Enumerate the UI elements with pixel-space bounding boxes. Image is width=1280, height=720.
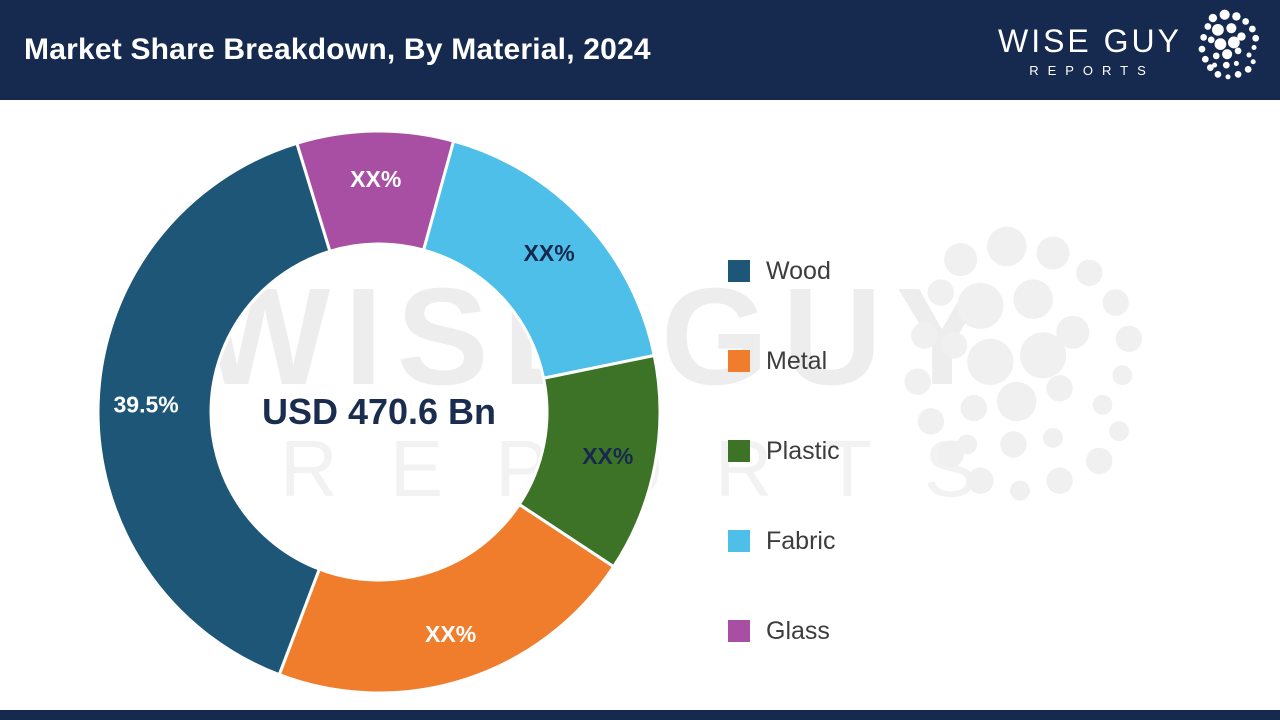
legend-swatch-metal	[728, 350, 750, 372]
wiseguy-logo: WISE GUY REPORTS	[998, 0, 1270, 100]
legend-item-plastic: Plastic	[728, 436, 840, 465]
legend-swatch-fabric	[728, 530, 750, 552]
donut-segment-wood	[96, 141, 332, 677]
legend-label-metal: Metal	[766, 346, 828, 375]
footer-bar	[0, 710, 1280, 720]
segment-value-label-fabric: XX%	[524, 240, 575, 266]
legend-label-plastic: Plastic	[766, 436, 840, 465]
wiseguy-head-icon	[1186, 8, 1270, 92]
legend-item-fabric: Fabric	[728, 526, 840, 555]
donut-chart: XX% XX% XX% XX% 39.5%	[96, 129, 662, 695]
chart-center-value: USD 470.6 Bn	[261, 391, 497, 432]
chart-legend: Wood Metal Plastic Fabric Glass	[728, 256, 840, 709]
legend-label-wood: Wood	[766, 256, 831, 285]
segment-value-label-plastic: XX%	[582, 443, 633, 469]
segment-value-label-wood: 39.5%	[114, 391, 179, 417]
logo-text: WISE GUY REPORTS	[998, 23, 1182, 78]
logo-brand-sub: REPORTS	[1029, 62, 1155, 78]
donut-segment-metal	[277, 502, 616, 695]
watermark-head-icon	[855, 180, 1185, 590]
segment-value-label-metal: XX%	[425, 621, 476, 647]
legend-swatch-wood	[728, 260, 750, 282]
legend-item-wood: Wood	[728, 256, 840, 285]
legend-label-fabric: Fabric	[766, 526, 836, 555]
header: Market Share Breakdown, By Material, 202…	[0, 0, 1280, 100]
legend-swatch-plastic	[728, 440, 750, 462]
legend-swatch-glass	[728, 620, 750, 642]
legend-label-glass: Glass	[766, 616, 830, 645]
legend-item-glass: Glass	[728, 616, 840, 645]
segment-value-label-glass: XX%	[350, 166, 401, 192]
page-title: Market Share Breakdown, By Material, 202…	[24, 33, 651, 66]
legend-item-metal: Metal	[728, 346, 840, 375]
donut-segment-fabric	[421, 139, 657, 380]
logo-brand-name: WISE GUY	[997, 22, 1182, 59]
